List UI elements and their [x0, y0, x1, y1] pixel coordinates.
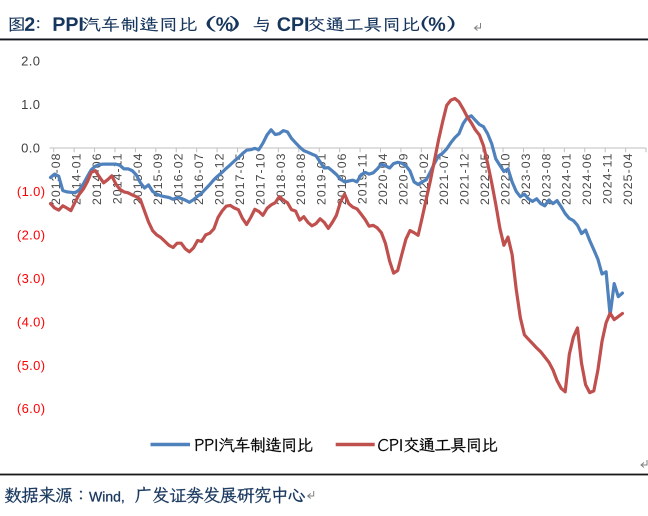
- svg-text:2023-03: 2023-03: [519, 153, 533, 205]
- svg-text:2020-09: 2020-09: [396, 153, 410, 205]
- svg-text:2017-10: 2017-10: [253, 153, 267, 205]
- svg-text:2018-08: 2018-08: [294, 153, 308, 205]
- svg-text:2.0: 2.0: [21, 54, 40, 69]
- svg-text:2019-01: 2019-01: [315, 153, 329, 205]
- svg-text:0.0: 0.0: [21, 141, 40, 156]
- svg-text:2019-11: 2019-11: [356, 153, 370, 205]
- svg-text:1.0: 1.0: [21, 97, 40, 112]
- svg-text:2017-05: 2017-05: [233, 153, 247, 205]
- svg-text:2018-03: 2018-03: [274, 153, 288, 205]
- svg-text:(4.0): (4.0): [17, 314, 45, 329]
- svg-text:2025-04: 2025-04: [621, 153, 635, 205]
- svg-text:2021-07: 2021-07: [437, 153, 451, 205]
- svg-text:(6.0): (6.0): [17, 401, 45, 416]
- svg-text:2013-08: 2013-08: [49, 153, 63, 205]
- svg-text:2024-06: 2024-06: [580, 153, 594, 205]
- svg-text:2016-02: 2016-02: [172, 153, 186, 205]
- svg-text:2016-12: 2016-12: [213, 153, 227, 205]
- svg-text:2022-10: 2022-10: [499, 153, 513, 205]
- svg-text:2023-08: 2023-08: [539, 153, 553, 205]
- svg-text:2020-04: 2020-04: [376, 153, 390, 205]
- svg-text:(3.0): (3.0): [17, 271, 45, 286]
- svg-text:(1.0): (1.0): [17, 184, 45, 199]
- svg-text:(5.0): (5.0): [17, 358, 45, 373]
- svg-text:(2.0): (2.0): [17, 227, 45, 242]
- svg-text:2021-02: 2021-02: [417, 153, 431, 205]
- svg-text:2024-01: 2024-01: [560, 153, 574, 205]
- svg-text:2021-12: 2021-12: [458, 152, 472, 204]
- svg-text:2024-11: 2024-11: [601, 153, 615, 205]
